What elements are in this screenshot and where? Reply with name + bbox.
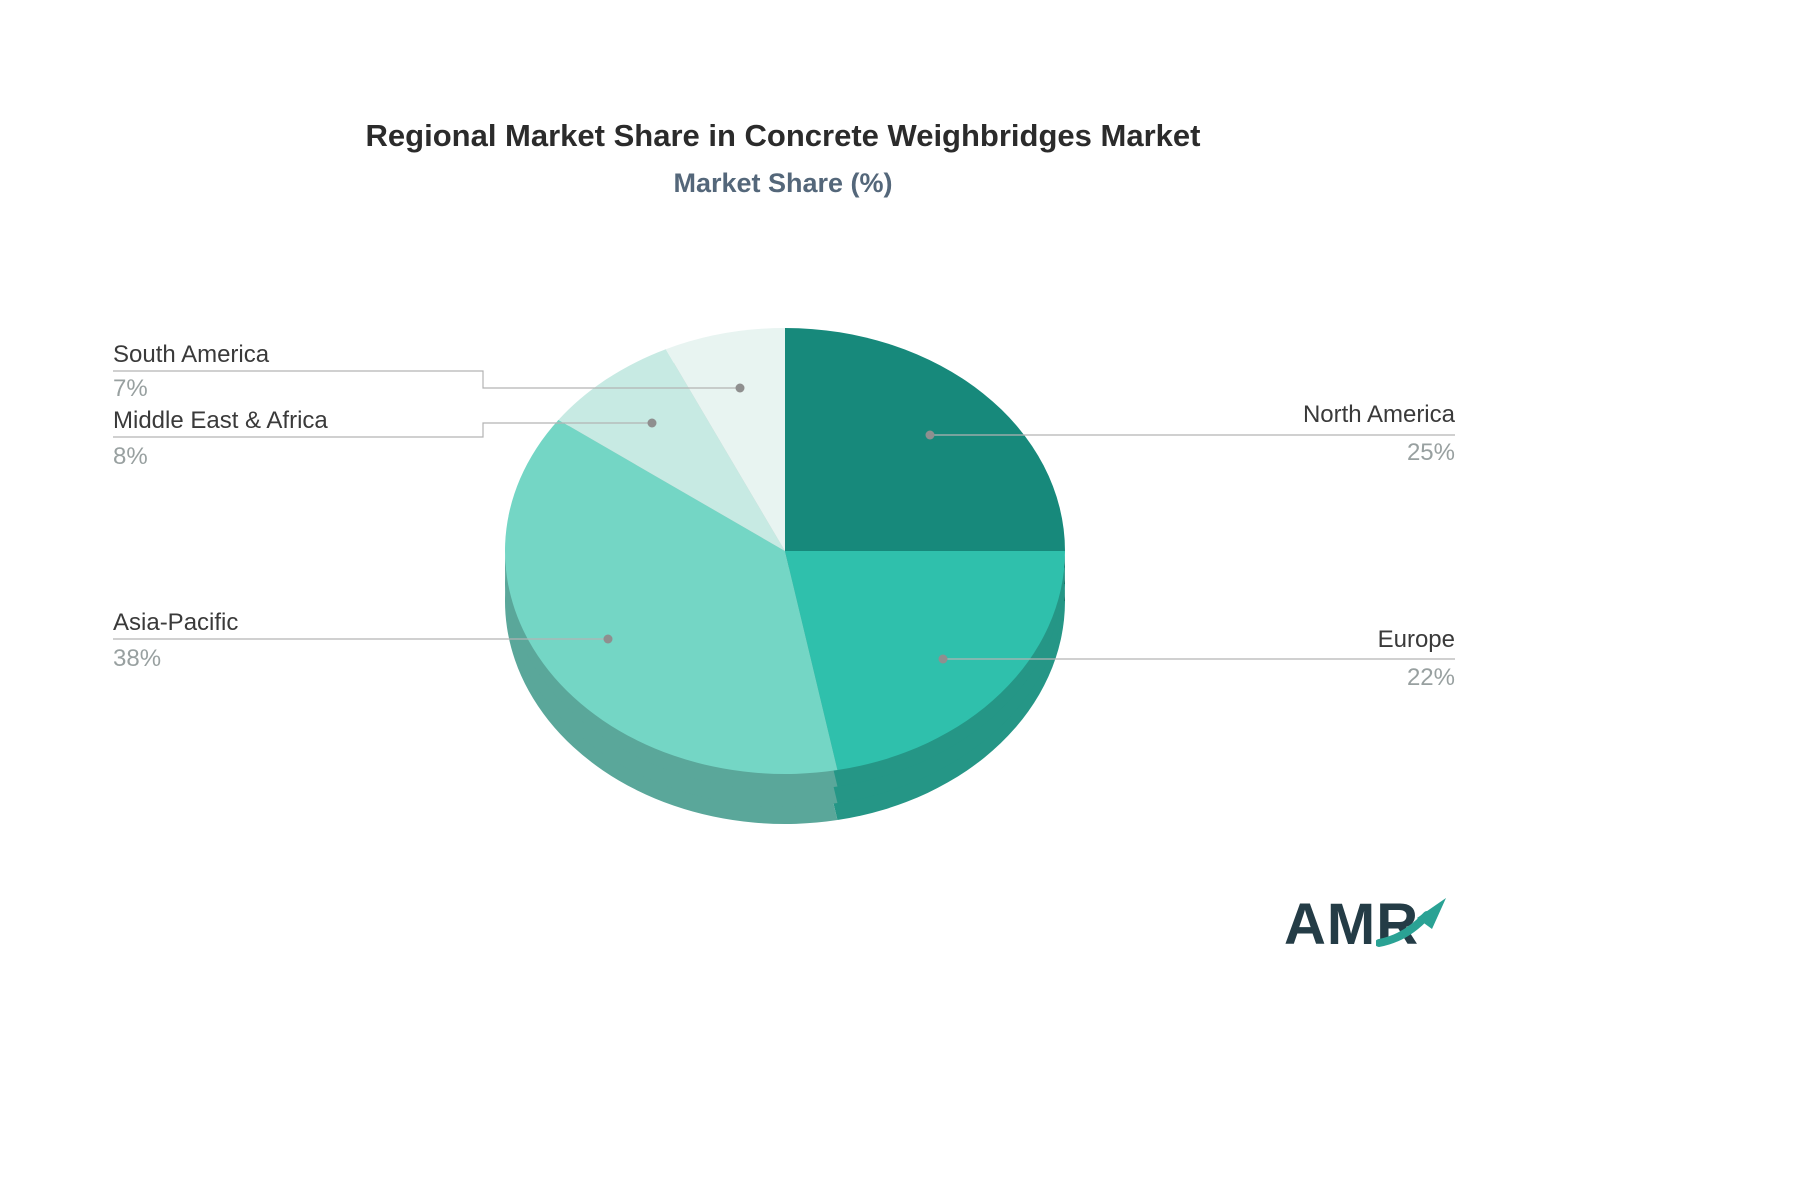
slice-value-south-america: 7% [113, 375, 148, 402]
slice-value-north-america: 25% [1406, 439, 1455, 466]
chart-subtitle: Market Share (%) [673, 168, 893, 198]
chart-title: Regional Market Share in Concrete Weighb… [365, 118, 1201, 153]
pie-slice-europe[interactable] [785, 551, 1065, 771]
leader-dot-north-america [925, 430, 935, 440]
slice-value-middle-east-africa: 8% [113, 443, 148, 470]
slice-value-asia-pacific: 38% [113, 645, 162, 672]
amr-logo-arrow-icon [1376, 898, 1446, 947]
leader-line-middle-east-africa [113, 422, 652, 438]
leader-dot-asia-pacific [603, 634, 613, 644]
pie-top-surface [505, 328, 1065, 774]
leader-dot-middle-east-africa [647, 418, 657, 428]
amr-logo: AMR [1284, 896, 1464, 962]
slice-label-south-america: South America [113, 341, 270, 368]
slice-label-north-america: North America [1302, 401, 1455, 428]
pie-slice-south-america[interactable] [665, 328, 785, 551]
leader-dot-south-america [735, 383, 745, 393]
pie-slice-north-america[interactable] [785, 328, 1065, 551]
leader-dot-europe [938, 654, 948, 664]
pie-slice-asia-pacific[interactable] [505, 419, 838, 774]
amr-logo-text: AMR [1284, 892, 1420, 957]
slice-label-europe: Europe [1377, 626, 1455, 653]
slice-label-asia-pacific: Asia-Pacific [113, 609, 239, 636]
slice-value-europe: 22% [1406, 664, 1455, 691]
pie-slice-middle-east-africa[interactable] [558, 349, 785, 551]
slice-label-middle-east-africa: Middle East & Africa [113, 407, 328, 434]
leader-line-south-america [113, 370, 740, 389]
